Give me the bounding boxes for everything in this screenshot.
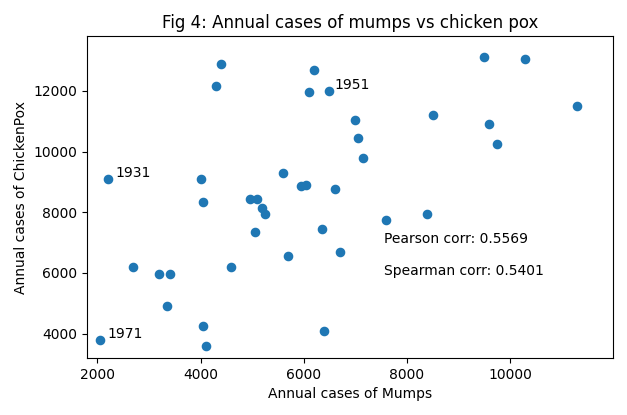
Point — [309, 66, 319, 73]
Point — [95, 336, 105, 343]
Point — [260, 210, 270, 217]
Point — [317, 226, 327, 232]
Text: Pearson corr: 0.5569

Spearman corr: 0.5401: Pearson corr: 0.5569 Spearman corr: 0.54… — [384, 232, 544, 278]
Y-axis label: Annual cases of ChickenPox: Annual cases of ChickenPox — [14, 100, 28, 293]
Point — [572, 103, 582, 109]
Text: 1951: 1951 — [335, 78, 370, 92]
Point — [350, 116, 361, 123]
Point — [358, 154, 368, 161]
Point — [198, 322, 208, 329]
Point — [324, 88, 334, 94]
Point — [154, 271, 164, 278]
Point — [283, 253, 293, 259]
Point — [423, 210, 433, 217]
Point — [479, 54, 489, 61]
Point — [201, 342, 211, 349]
Point — [278, 169, 288, 176]
Point — [301, 182, 311, 188]
Point — [520, 56, 530, 62]
Point — [296, 183, 306, 190]
Point — [129, 264, 139, 270]
Point — [330, 186, 340, 193]
Point — [492, 141, 502, 147]
Point — [257, 204, 267, 211]
Point — [428, 112, 438, 118]
Point — [162, 303, 172, 310]
Point — [164, 271, 174, 278]
X-axis label: Annual cases of Mumps: Annual cases of Mumps — [268, 387, 432, 401]
Point — [226, 264, 236, 270]
Point — [353, 134, 363, 141]
Point — [304, 89, 314, 96]
Point — [319, 327, 329, 334]
Point — [484, 121, 494, 127]
Point — [252, 195, 262, 202]
Point — [211, 83, 221, 90]
Point — [250, 229, 260, 235]
Point — [245, 195, 255, 202]
Text: 1931: 1931 — [115, 166, 150, 180]
Point — [381, 217, 391, 223]
Point — [198, 198, 208, 205]
Title: Fig 4: Annual cases of mumps vs chicken pox: Fig 4: Annual cases of mumps vs chicken … — [162, 14, 538, 32]
Point — [216, 60, 226, 67]
Point — [335, 248, 345, 255]
Text: 1971: 1971 — [108, 327, 143, 341]
Point — [196, 176, 206, 182]
Point — [103, 176, 113, 182]
